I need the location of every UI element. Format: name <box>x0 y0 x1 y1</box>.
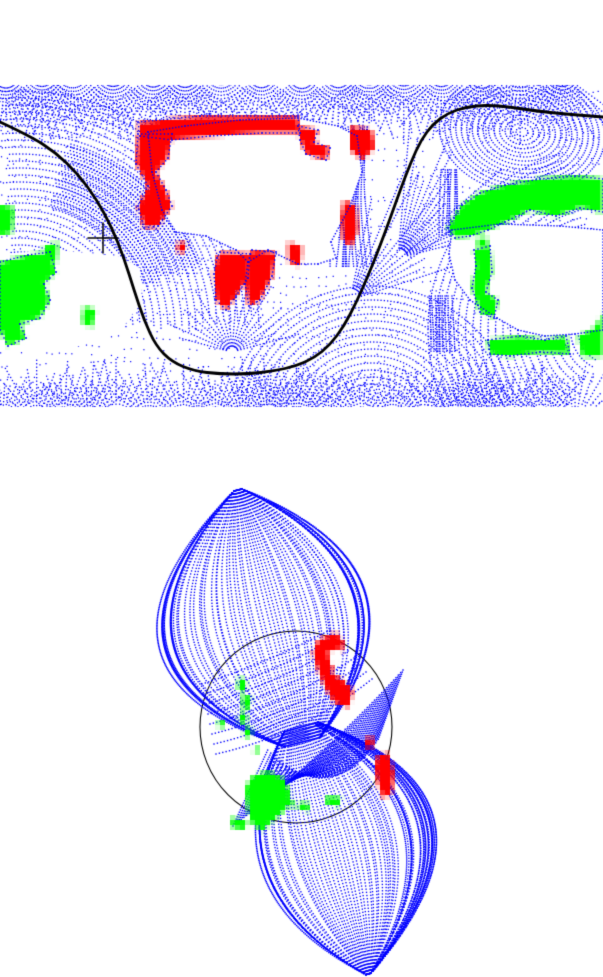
field-line-figure-canvas <box>0 0 603 977</box>
figure <box>0 0 603 977</box>
